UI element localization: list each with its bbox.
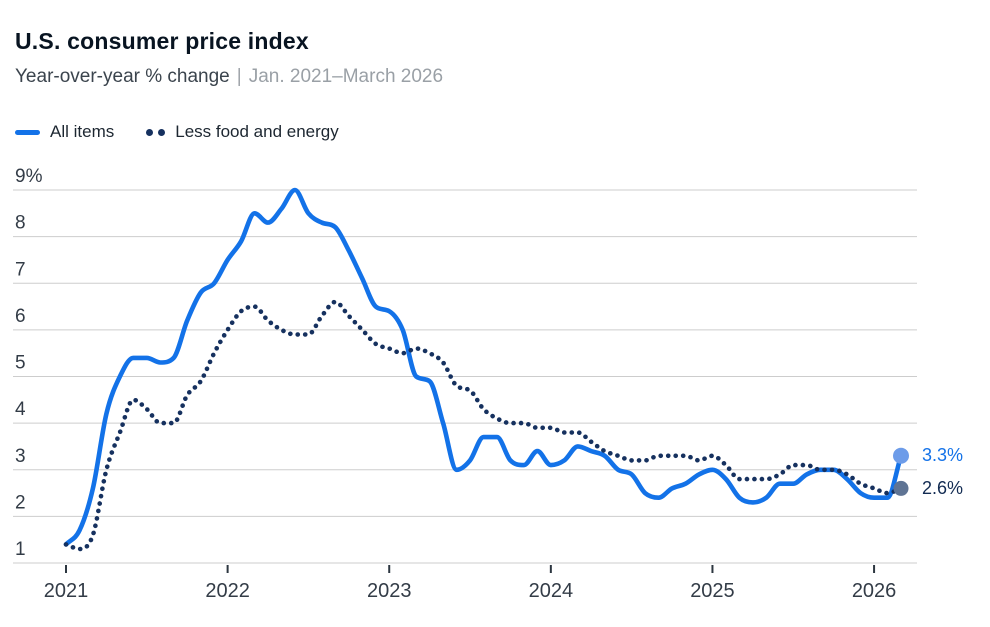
subtitle-date-range: Jan. 2021–March 2026	[248, 66, 444, 87]
x-tick-label: 2024	[529, 580, 574, 602]
legend-item-all-items: All items	[15, 122, 114, 142]
y-tick-label: 5	[15, 353, 26, 374]
x-tick-label: 2021	[44, 580, 89, 602]
x-tick-label: 2025	[690, 580, 735, 602]
core-dots-swatch-icon	[146, 128, 166, 136]
end-value-label-all-items: 3.3%	[922, 445, 964, 465]
y-tick-label: 9%	[15, 166, 43, 187]
chart-legend: All items Less food and energy	[15, 122, 339, 142]
all-items-line-swatch-icon	[15, 129, 40, 135]
x-tick-label: 2023	[367, 580, 412, 602]
chart-subtitle: Year-over-year % change | Jan. 2021–March …	[15, 66, 443, 88]
all-items-line	[63, 187, 904, 547]
core-dotted-line	[63, 299, 904, 552]
y-tick-label: 2	[15, 492, 26, 513]
subtitle-measure: Year-over-year % change	[15, 66, 230, 87]
x-tick-label: 2022	[205, 580, 250, 602]
y-tick-label: 3	[15, 446, 26, 467]
legend-label-all-items: All items	[50, 122, 115, 141]
y-tick-label: 1	[15, 539, 26, 560]
subtitle-separator: |	[236, 66, 242, 87]
core-end-dot	[893, 480, 909, 496]
all-items-end-dot	[893, 447, 909, 464]
x-tick-label: 2026	[852, 580, 897, 602]
y-tick-label: 4	[15, 399, 26, 420]
y-tick-label: 8	[15, 213, 26, 234]
end-value-label-core: 2.6%	[922, 478, 964, 498]
page-title: U.S. consumer price index	[15, 28, 309, 54]
legend-item-core: Less food and energy	[146, 122, 339, 142]
y-tick-label: 6	[15, 306, 26, 327]
y-tick-label: 7	[15, 259, 26, 280]
legend-label-core: Less food and energy	[175, 122, 339, 141]
